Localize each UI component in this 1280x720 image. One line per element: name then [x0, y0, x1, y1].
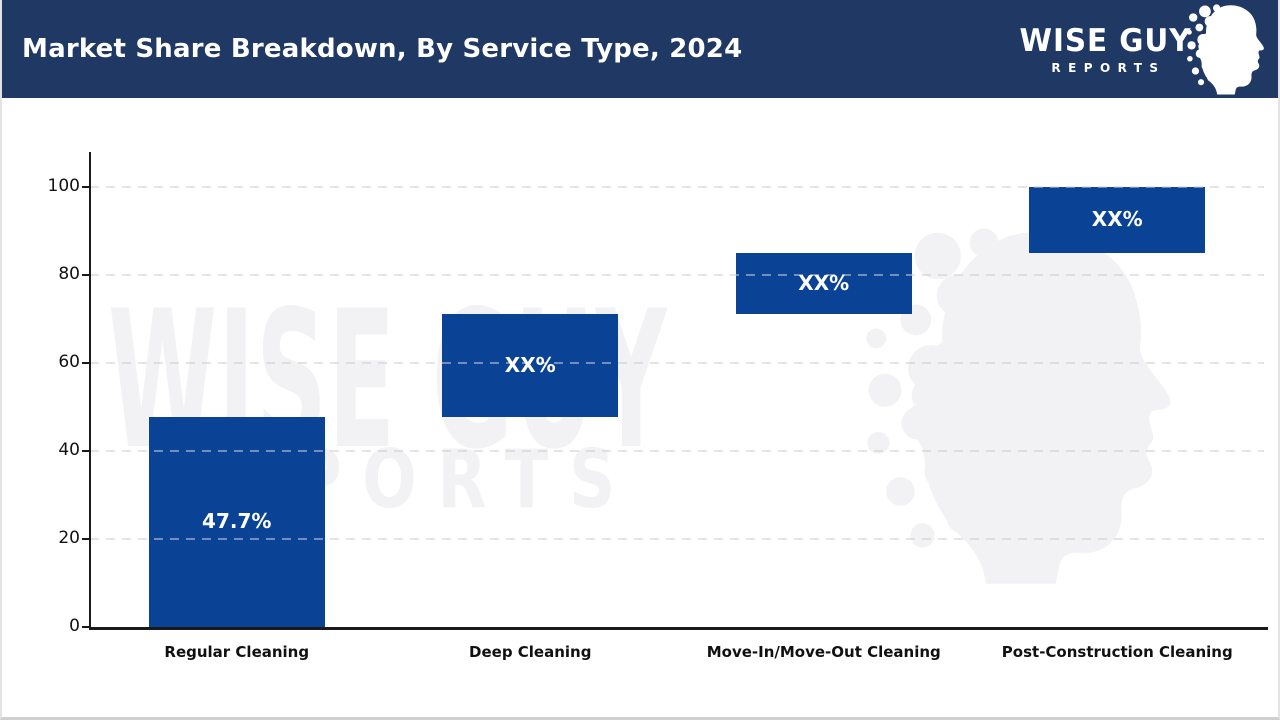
y-tick-mark [82, 626, 90, 628]
logo-wordmark-line1: WISE GUY [1019, 23, 1192, 59]
gridline [90, 450, 1264, 452]
bar-value-label: XX% [504, 352, 556, 377]
gridline [90, 186, 1264, 188]
y-tick-label: 80 [58, 264, 80, 284]
x-category-label: Deep Cleaning [469, 643, 592, 661]
gridline [90, 274, 1264, 276]
gridline [90, 362, 1264, 364]
bar-value-label: 47.7% [202, 509, 272, 534]
logo-wordmark-line2: REPORTS [1051, 61, 1166, 75]
chart-bar [735, 253, 912, 315]
y-tick-label: 0 [69, 616, 80, 636]
y-tick-mark [82, 450, 90, 452]
y-tick-mark [82, 186, 90, 188]
y-tick-label: 60 [58, 352, 80, 372]
bar-value-label: XX% [1091, 207, 1143, 231]
y-tick-mark [82, 362, 90, 364]
logo-head-icon [1182, 3, 1268, 95]
brand-logo: WISE GUY REPORTS [1015, 2, 1268, 96]
y-tick-label: 100 [47, 176, 80, 196]
logo-wordmark: WISE GUY REPORTS [1015, 23, 1196, 75]
chart-bar [148, 417, 325, 627]
chart-bar [442, 314, 619, 418]
x-axis [89, 627, 1268, 630]
header-bar: Market Share Breakdown, By Service Type,… [2, 0, 1278, 98]
x-category-label: Post-Construction Cleaning [1001, 643, 1233, 661]
y-tick-mark [82, 538, 90, 540]
gridline [90, 538, 1264, 540]
x-category-label: Move-In/Move-Out Cleaning [706, 643, 941, 661]
y-tick-label: 40 [58, 440, 80, 460]
y-axis [89, 152, 91, 630]
y-tick-mark [82, 274, 90, 276]
chart-title: Market Share Breakdown, By Service Type,… [22, 34, 743, 64]
y-tick-label: 20 [58, 528, 80, 548]
chart-bar [1029, 187, 1206, 253]
x-category-label: Regular Cleaning [164, 643, 310, 661]
waterfall-chart: WISE GUY REPORTS 47.7% Regular Cleaning XX… [2, 98, 1278, 717]
bar-value-label: XX% [798, 270, 850, 295]
